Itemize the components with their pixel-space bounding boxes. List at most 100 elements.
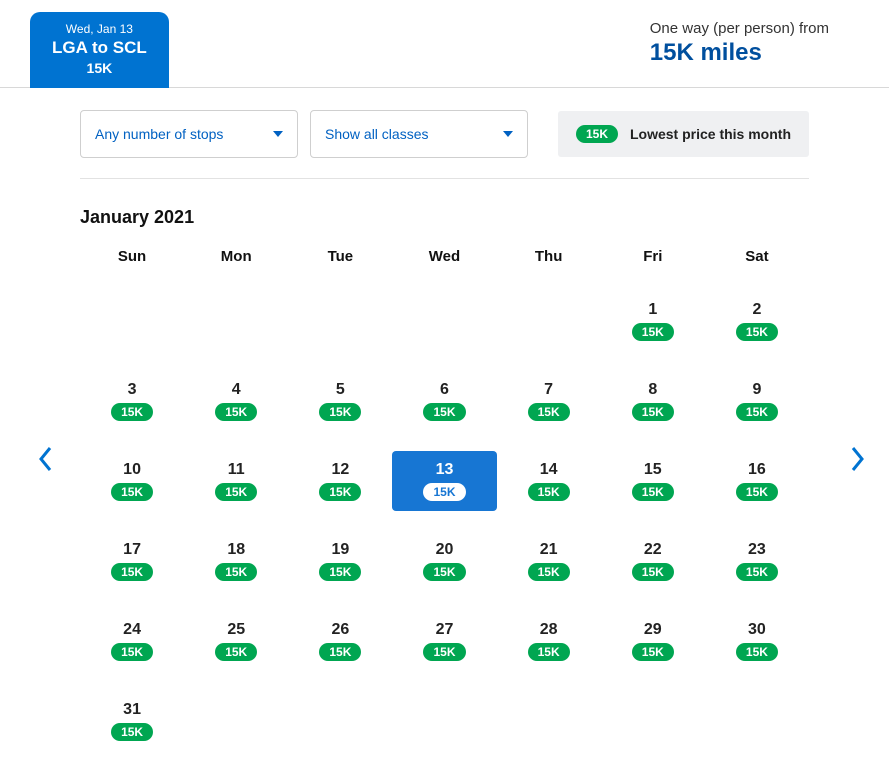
day-number: 15: [644, 461, 662, 479]
day-price-pill: 15K: [423, 483, 465, 501]
day-number: 27: [436, 621, 454, 639]
day-number: 13: [436, 461, 454, 479]
day-number: 12: [331, 461, 349, 479]
price-summary: One way (per person) from 15K miles: [650, 20, 829, 67]
calendar-day[interactable]: 115K: [601, 291, 705, 351]
calendar-day[interactable]: 1815K: [184, 531, 288, 591]
top-band: Wed, Jan 13 LGA to SCL 15K One way (per …: [0, 0, 889, 88]
dow-header: Mon: [184, 248, 288, 271]
calendar-day[interactable]: 1915K: [288, 531, 392, 591]
calendar-day[interactable]: 2815K: [497, 611, 601, 671]
chevron-down-icon: [273, 131, 283, 137]
day-number: 16: [748, 461, 766, 479]
day-price-pill: 15K: [215, 403, 257, 421]
calendar-day[interactable]: 415K: [184, 371, 288, 431]
day-price-pill: 15K: [111, 723, 153, 741]
day-price-pill: 15K: [111, 563, 153, 581]
day-number: 8: [648, 381, 657, 399]
calendar-day[interactable]: 1515K: [601, 451, 705, 511]
day-price-pill: 15K: [736, 643, 778, 661]
blank-cell: [392, 291, 496, 351]
calendar-day[interactable]: 615K: [392, 371, 496, 431]
day-price-pill: 15K: [736, 563, 778, 581]
calendar-day[interactable]: 1315K: [392, 451, 496, 511]
price-summary-value: 15K miles: [650, 39, 829, 67]
day-price-pill: 15K: [319, 403, 361, 421]
day-price-pill: 15K: [423, 403, 465, 421]
tab-route: LGA to SCL: [52, 38, 147, 58]
day-number: 24: [123, 621, 141, 639]
day-price-pill: 15K: [632, 323, 674, 341]
calendar-grid: SunMonTueWedThuFriSat115K215K315K415K515…: [80, 248, 809, 751]
day-price-pill: 15K: [632, 643, 674, 661]
chevron-right-icon: [848, 445, 866, 473]
day-price-pill: 15K: [319, 643, 361, 661]
day-price-pill: 15K: [632, 403, 674, 421]
calendar-day[interactable]: 1215K: [288, 451, 392, 511]
day-number: 22: [644, 541, 662, 559]
calendar-day[interactable]: 1015K: [80, 451, 184, 511]
calendar-day[interactable]: 2515K: [184, 611, 288, 671]
day-price-pill: 15K: [632, 563, 674, 581]
day-number: 26: [331, 621, 349, 639]
calendar-day[interactable]: 315K: [80, 371, 184, 431]
day-number: 11: [228, 461, 245, 479]
lowest-price-badge: 15K Lowest price this month: [558, 111, 809, 157]
day-price-pill: 15K: [423, 643, 465, 661]
stops-select[interactable]: Any number of stops: [80, 110, 298, 158]
chevron-down-icon: [503, 131, 513, 137]
day-price-pill: 15K: [111, 643, 153, 661]
calendar-day[interactable]: 2715K: [392, 611, 496, 671]
day-price-pill: 15K: [736, 483, 778, 501]
selected-date-tab[interactable]: Wed, Jan 13 LGA to SCL 15K: [30, 12, 169, 88]
day-number: 10: [123, 461, 141, 479]
calendar-day[interactable]: 915K: [705, 371, 809, 431]
day-price-pill: 15K: [215, 643, 257, 661]
day-number: 31: [123, 701, 141, 719]
calendar-day[interactable]: 2215K: [601, 531, 705, 591]
class-select-value: Show all classes: [325, 126, 429, 142]
calendar-day[interactable]: 2315K: [705, 531, 809, 591]
blank-cell: [497, 291, 601, 351]
calendar-day[interactable]: 2915K: [601, 611, 705, 671]
calendar-day[interactable]: 2615K: [288, 611, 392, 671]
month-title: January 2021: [80, 207, 809, 228]
day-number: 14: [540, 461, 558, 479]
calendar-day[interactable]: 715K: [497, 371, 601, 431]
calendar-day[interactable]: 3115K: [80, 691, 184, 751]
day-number: 21: [540, 541, 558, 559]
calendar-day[interactable]: 1715K: [80, 531, 184, 591]
calendar-day[interactable]: 2015K: [392, 531, 496, 591]
day-number: 18: [227, 541, 245, 559]
dow-header: Thu: [497, 248, 601, 271]
day-price-pill: 15K: [215, 483, 257, 501]
calendar-day[interactable]: 815K: [601, 371, 705, 431]
class-select[interactable]: Show all classes: [310, 110, 528, 158]
tab-miles: 15K: [52, 60, 147, 76]
day-number: 29: [644, 621, 662, 639]
calendar-day[interactable]: 1615K: [705, 451, 809, 511]
calendar-day[interactable]: 215K: [705, 291, 809, 351]
calendar-day[interactable]: 2415K: [80, 611, 184, 671]
calendar-day[interactable]: 515K: [288, 371, 392, 431]
prev-month-button[interactable]: [32, 445, 60, 473]
calendar-day[interactable]: 1115K: [184, 451, 288, 511]
day-price-pill: 15K: [215, 563, 257, 581]
next-month-button[interactable]: [843, 445, 871, 473]
calendar-day[interactable]: 2115K: [497, 531, 601, 591]
tab-date-label: Wed, Jan 13: [52, 22, 147, 36]
blank-cell: [80, 291, 184, 351]
day-price-pill: 15K: [632, 483, 674, 501]
day-price-pill: 15K: [736, 323, 778, 341]
calendar-day[interactable]: 1415K: [497, 451, 601, 511]
day-number: 25: [227, 621, 245, 639]
day-number: 17: [123, 541, 141, 559]
calendar-day[interactable]: 3015K: [705, 611, 809, 671]
day-price-pill: 15K: [319, 483, 361, 501]
day-number: 1: [648, 301, 657, 319]
day-number: 6: [440, 381, 449, 399]
day-number: 5: [336, 381, 345, 399]
stops-select-value: Any number of stops: [95, 126, 223, 142]
dow-header: Tue: [288, 248, 392, 271]
day-price-pill: 15K: [111, 403, 153, 421]
